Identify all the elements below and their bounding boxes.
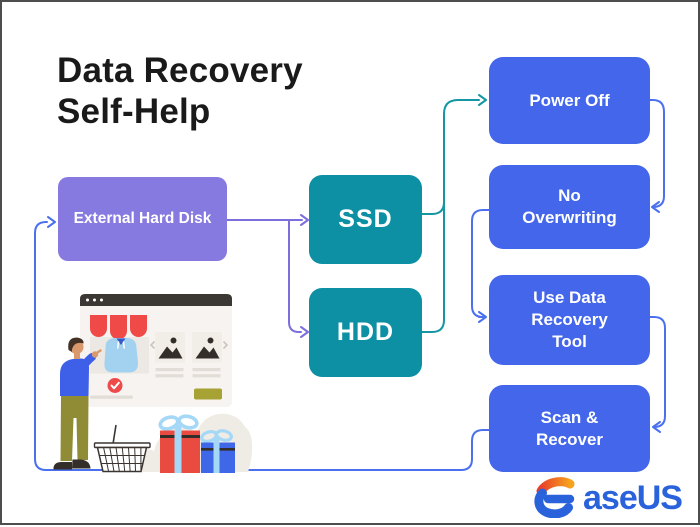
check-badge-icon	[107, 378, 123, 393]
chevron-left-icon	[149, 340, 156, 350]
gift-boxes-illustration	[158, 414, 235, 473]
connector-ssd-hdd-to-power-off	[421, 94, 487, 333]
arrowhead-icon	[47, 216, 56, 228]
easeus-logo: aseUS	[533, 474, 683, 518]
easeus-logo-e-icon	[534, 477, 575, 518]
chevron-right-icon	[222, 340, 229, 350]
easeus-logo-text: aseUS	[583, 479, 683, 517]
connector-tool-to-scan	[649, 316, 666, 433]
connector-external-to-ssd	[226, 214, 309, 226]
node-no-overwriting: No Overwriting	[489, 165, 650, 249]
person-illustration	[53, 337, 102, 470]
arrowhead-icon	[652, 421, 661, 433]
text-line-placeholder	[90, 395, 133, 399]
arrowhead-icon	[478, 311, 487, 323]
image-placeholder-icon	[155, 332, 185, 378]
browser-dots-icon	[86, 298, 103, 302]
connector-no-overwriting-to-tool	[471, 209, 490, 323]
connector-scan-to-external	[34, 216, 490, 471]
image-placeholder-icon	[192, 332, 222, 378]
connector-external-to-hdd	[288, 219, 309, 338]
blue-gift-icon	[200, 429, 235, 473]
red-gift-icon	[158, 414, 200, 473]
arrowhead-icon	[300, 326, 309, 338]
arrowhead-icon	[478, 94, 487, 106]
node-external-hard-disk: External Hard Disk	[58, 177, 227, 261]
node-ssd: SSD	[309, 175, 422, 264]
browser-window-illustration	[80, 294, 232, 407]
arrowhead-icon	[651, 201, 660, 213]
node-power-off: Power Off	[489, 57, 650, 144]
node-hdd: HDD	[309, 288, 422, 377]
page-title: Data Recovery Self-Help	[57, 51, 303, 131]
buy-button-placeholder	[194, 388, 222, 400]
node-scan-and-recover: Scan & Recover	[489, 385, 650, 472]
connector-power-off-to-no-overwriting	[649, 99, 665, 213]
hoodie-product-icon	[104, 338, 139, 373]
shop-awning-icon	[90, 315, 147, 340]
node-use-data-recovery-tool: Use Data Recovery Tool	[489, 275, 650, 365]
shopping-basket-icon	[93, 424, 151, 473]
arrowhead-icon	[300, 214, 309, 226]
